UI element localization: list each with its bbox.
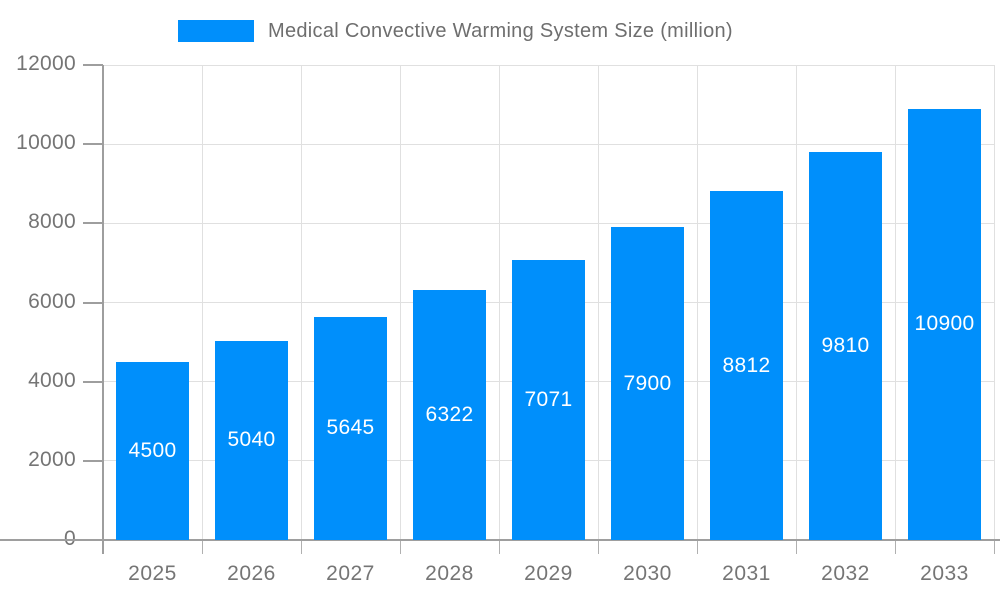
y-axis-tick: [83, 459, 103, 462]
bar-value-label: 5645: [326, 416, 375, 440]
bar[interactable]: 5645: [314, 316, 387, 540]
y-axis-label: 4000: [28, 368, 76, 392]
bar[interactable]: 7900: [611, 227, 684, 540]
bar[interactable]: 10900: [908, 108, 981, 540]
y-axis-label: 6000: [28, 289, 76, 313]
bar[interactable]: 4500: [116, 361, 189, 540]
x-axis-label: 2026: [227, 562, 276, 585]
bar-value-label: 5040: [227, 428, 276, 452]
v-gridline: [993, 65, 995, 540]
x-axis-label: 2027: [326, 562, 375, 585]
x-axis-label: 2033: [920, 562, 969, 585]
y-axis-tick: [83, 301, 103, 304]
bar-value-label: 6322: [425, 402, 474, 426]
bar[interactable]: 7071: [512, 260, 585, 540]
v-gridline: [597, 65, 599, 540]
y-axis-label: 12000: [16, 52, 76, 75]
bar-value-label: 7071: [524, 388, 573, 412]
v-gridline: [795, 65, 797, 540]
y-axis-tick: [83, 64, 103, 66]
v-gridline: [201, 65, 203, 540]
x-axis-tick: [399, 540, 401, 554]
x-axis-tick: [894, 540, 896, 554]
x-axis-label: 2025: [128, 562, 177, 585]
legend-swatch: [178, 20, 254, 42]
x-axis-line: [0, 539, 1000, 541]
h-gridline: [103, 222, 994, 224]
v-gridline: [498, 65, 500, 540]
chart-legend[interactable]: Medical Convective Warming System Size (…: [178, 14, 733, 48]
bar[interactable]: 9810: [809, 151, 882, 540]
x-axis-tick: [300, 540, 302, 554]
bar[interactable]: 5040: [215, 340, 288, 540]
v-gridline: [399, 65, 401, 540]
bar[interactable]: 8812: [710, 191, 783, 540]
y-axis-tick: [83, 380, 103, 383]
x-axis-label: 2032: [821, 562, 870, 585]
h-gridline: [103, 143, 994, 145]
bar-value-label: 7900: [623, 371, 672, 395]
x-axis-tick: [795, 540, 797, 554]
h-gridline: [103, 64, 994, 66]
y-axis-tick: [83, 143, 103, 146]
y-axis-tick: [83, 222, 103, 225]
x-axis-tick: [696, 540, 698, 554]
bar-value-label: 4500: [128, 438, 177, 462]
x-axis-tick: [498, 540, 500, 554]
v-gridline: [894, 65, 896, 540]
x-axis-tick: [993, 540, 995, 554]
x-axis-label: 2030: [623, 562, 672, 585]
v-gridline: [696, 65, 698, 540]
y-axis-label: 0: [8, 527, 76, 551]
bar-value-label: 9810: [821, 333, 870, 357]
y-axis-label: 8000: [28, 210, 76, 234]
v-gridline: [300, 65, 302, 540]
x-axis-label: 2031: [722, 562, 771, 585]
x-axis-label: 2028: [425, 562, 474, 585]
bar-value-label: 8812: [722, 353, 771, 377]
bar-value-label: 10900: [914, 312, 975, 336]
y-axis-line: [102, 65, 104, 554]
y-axis-label: 2000: [28, 447, 76, 471]
bar[interactable]: 6322: [413, 289, 486, 540]
legend-label: Medical Convective Warming System Size (…: [268, 19, 733, 42]
y-axis-label: 10000: [16, 131, 76, 155]
x-axis-label: 2029: [524, 562, 573, 585]
x-axis-tick: [201, 540, 203, 554]
x-axis-tick: [597, 540, 599, 554]
